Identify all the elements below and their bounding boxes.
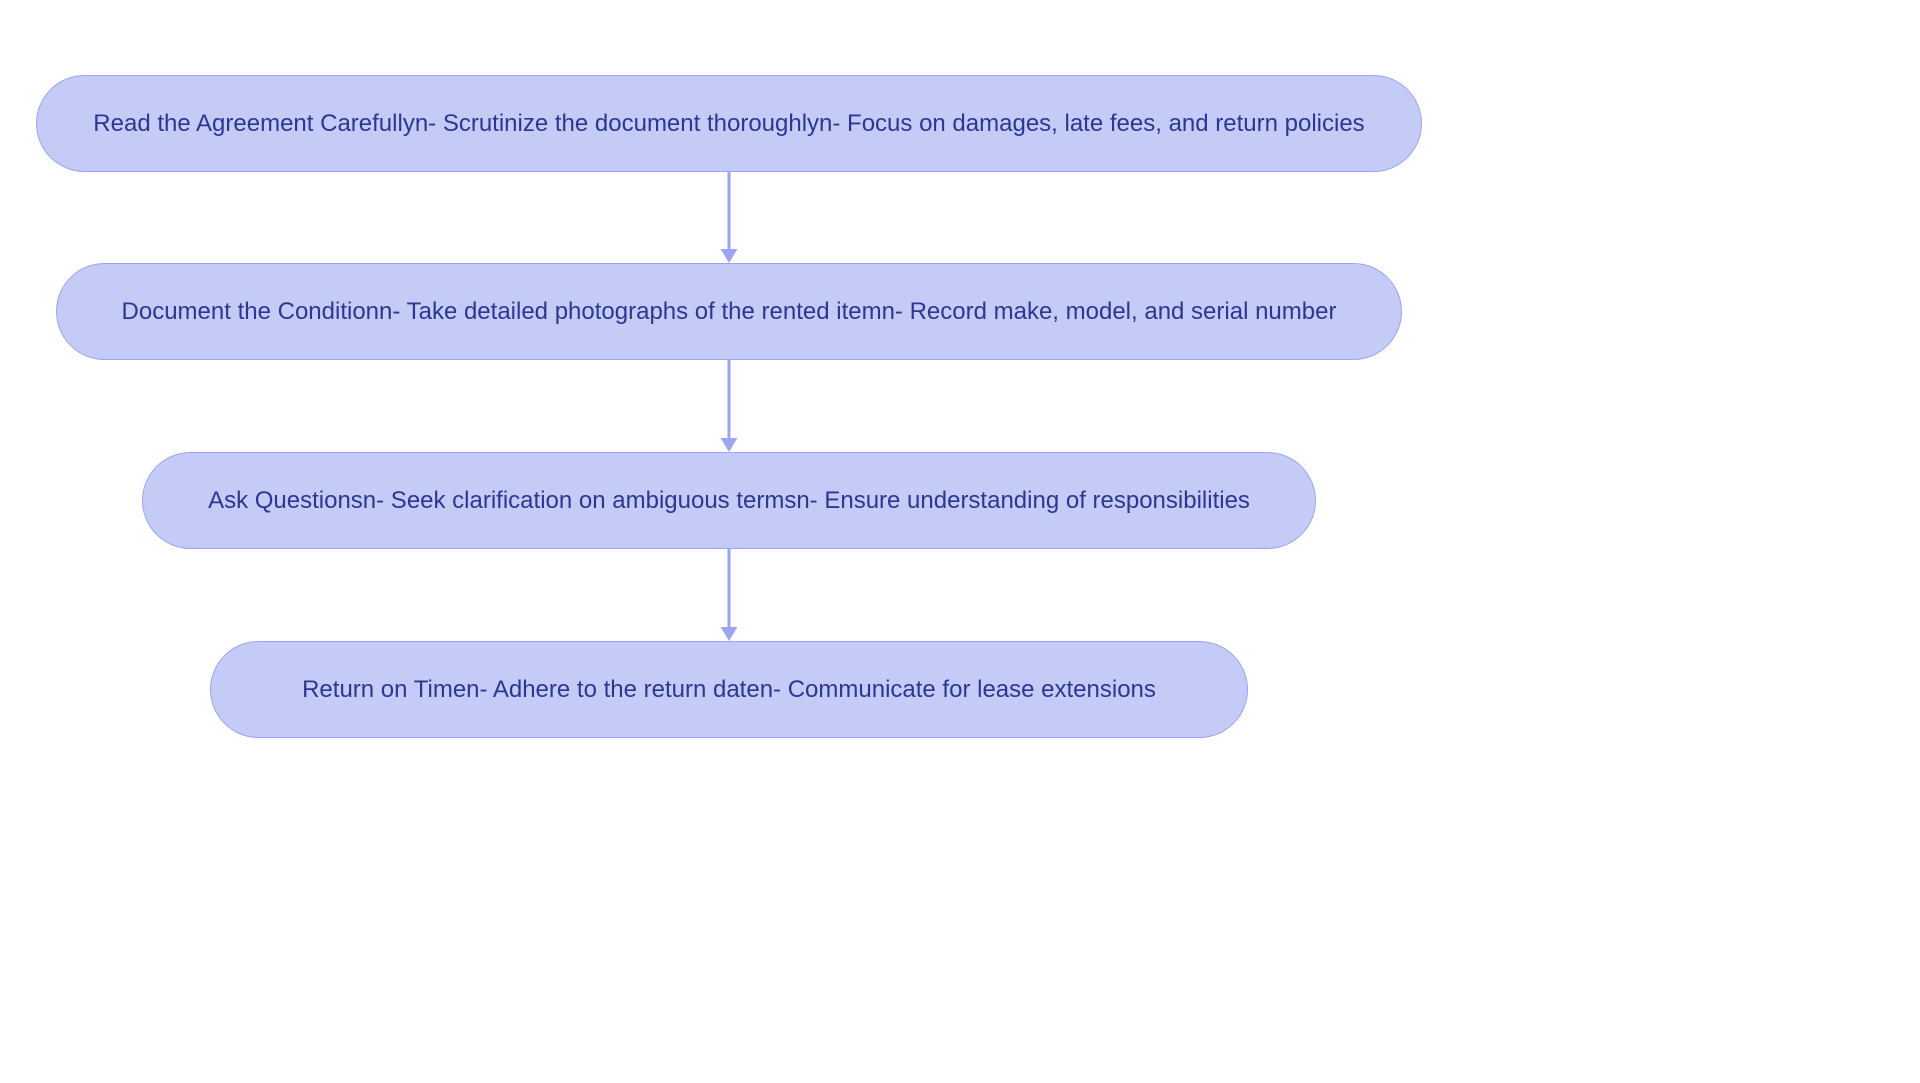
- flow-node-read-agreement: Read the Agreement Carefullyn- Scrutiniz…: [36, 75, 1422, 172]
- flow-node-document-condition: Document the Conditionn- Take detailed p…: [56, 263, 1402, 360]
- flow-arrow: [713, 172, 745, 263]
- flow-arrow: [713, 549, 745, 641]
- flow-node-label: Read the Agreement Carefullyn- Scrutiniz…: [93, 108, 1364, 139]
- flow-arrow: [713, 360, 745, 452]
- flow-node-label: Return on Timen- Adhere to the return da…: [302, 674, 1156, 705]
- flowchart-canvas: Read the Agreement Carefullyn- Scrutiniz…: [0, 0, 1920, 1083]
- flow-node-return-on-time: Return on Timen- Adhere to the return da…: [210, 641, 1248, 738]
- flow-node-ask-questions: Ask Questionsn- Seek clarification on am…: [142, 452, 1316, 549]
- flow-node-label: Ask Questionsn- Seek clarification on am…: [208, 485, 1250, 516]
- flow-node-label: Document the Conditionn- Take detailed p…: [122, 296, 1337, 327]
